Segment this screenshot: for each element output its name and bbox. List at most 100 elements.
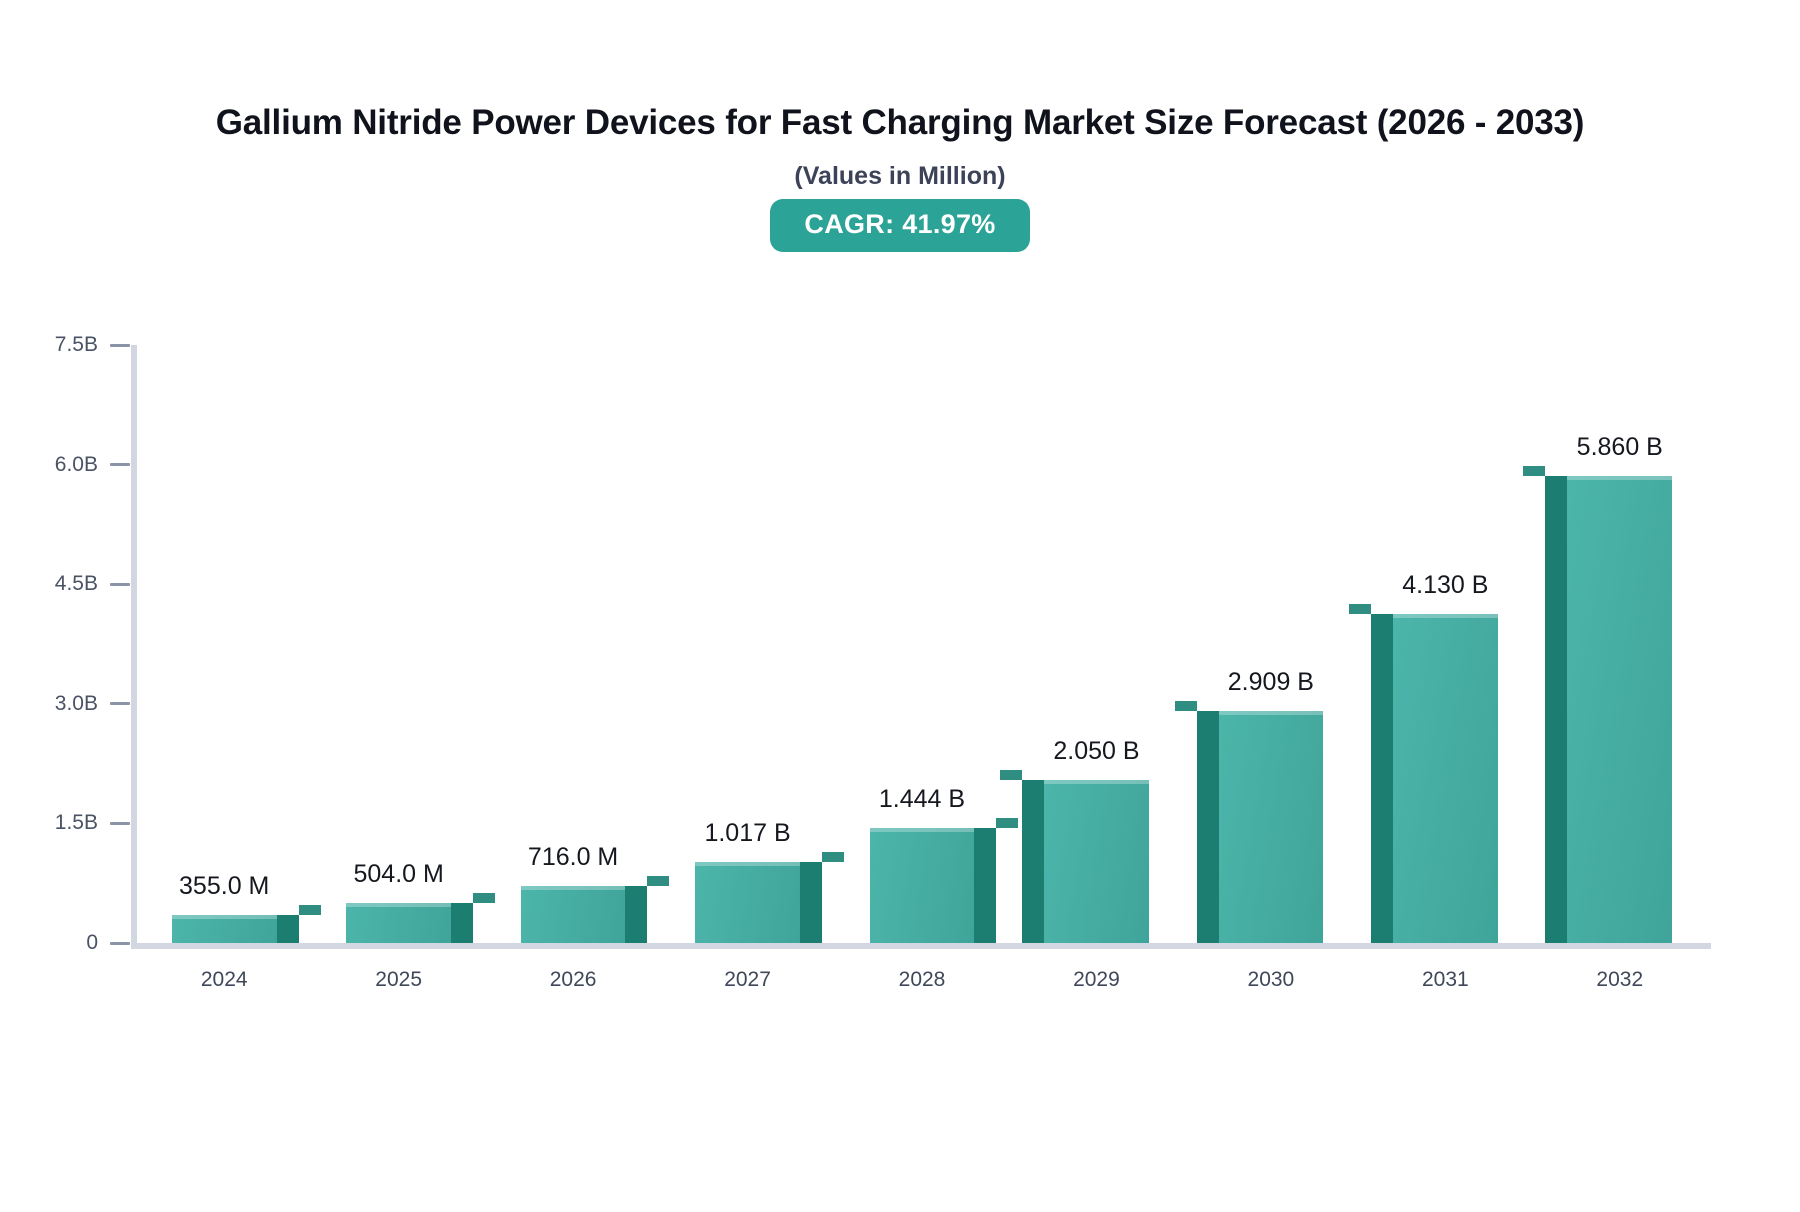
- bar[interactable]: [869, 817, 1019, 943]
- bar-top-highlight: [1044, 779, 1149, 784]
- y-axis-tick-mark: [110, 702, 130, 706]
- bar-slot: 1.444 B: [869, 345, 1019, 943]
- bar-top-highlight: [346, 902, 451, 907]
- y-axis-tick: 4.5B: [0, 572, 130, 596]
- bar-value-label: 1.017 B: [704, 818, 791, 847]
- bar-top-bevel: [1174, 701, 1197, 712]
- bar-side-shade: [450, 892, 495, 943]
- bar-top-highlight: [1567, 475, 1673, 480]
- bar-side-shade: [1349, 603, 1393, 943]
- bar-top-bevel: [1000, 769, 1023, 780]
- bar-side-shade: [799, 851, 844, 943]
- y-axis-tick-label: 4.5B: [54, 572, 98, 596]
- bar-slot: 1.017 B: [695, 345, 844, 943]
- x-axis-tick-label: 2024: [200, 968, 248, 991]
- x-axis-tick-label: 2027: [724, 968, 771, 991]
- y-axis-tick: 1.5B: [0, 811, 130, 835]
- y-axis-tick: 7.5B: [0, 333, 130, 356]
- bar-value-label: 1.444 B: [878, 784, 966, 813]
- y-axis-tick-label: 0: [86, 931, 98, 954]
- y-axis-tick-mark: [110, 463, 130, 467]
- bar-slot: 4.130 B: [1349, 345, 1498, 943]
- bar-face: [520, 885, 626, 943]
- bar-side-shade: [1000, 769, 1045, 943]
- bar-side-shade: [276, 904, 321, 943]
- x-axis-tick-label: 2030: [1247, 968, 1295, 991]
- bar-top-highlight: [520, 885, 626, 890]
- bar-slot: 5.860 B: [1523, 345, 1673, 943]
- bar-slot: 2.050 B: [1000, 345, 1149, 943]
- bar-value-label: 2.909 B: [1227, 668, 1314, 697]
- bar[interactable]: [1174, 701, 1324, 943]
- bar-side-shade: [1523, 465, 1568, 943]
- cagr-badge-container: CAGR: 41.97%: [120, 198, 1680, 253]
- bar-slot: 2.909 B: [1174, 345, 1324, 943]
- bar-side-shade: [974, 817, 1019, 943]
- y-axis-tick: 0: [0, 931, 130, 954]
- bar-top-bevel: [1523, 465, 1546, 476]
- y-axis-tick-label: 3.0B: [54, 691, 98, 715]
- x-axis-tick-label: 2028: [898, 968, 946, 991]
- x-axis-tick-label: 2031: [1421, 968, 1469, 991]
- bar-top-highlight: [869, 827, 975, 832]
- page-title: Gallium Nitride Power Devices for Fast C…: [215, 103, 1585, 142]
- bar-value-label: 5.860 B: [1576, 432, 1663, 461]
- bar-face: [171, 914, 277, 943]
- y-axis-tick: 3.0B: [0, 691, 130, 715]
- bar-side-shade: [625, 875, 670, 943]
- bar-face: [695, 861, 800, 943]
- y-axis-tick-mark: [110, 941, 130, 945]
- x-axis-tick-label: 2032: [1596, 968, 1644, 991]
- bar-value-label: 504.0 M: [353, 859, 444, 888]
- bar-face: [1393, 613, 1498, 943]
- bar-face: [869, 827, 975, 943]
- y-axis-tick-mark: [110, 582, 130, 586]
- x-axis-tick-label: 2029: [1073, 968, 1120, 991]
- x-axis-baseline: [131, 943, 1711, 949]
- y-axis-tick-label: 1.5B: [54, 811, 98, 835]
- bar-value-label: 716.0 M: [527, 842, 619, 871]
- chart-subtitle: (Values in Million): [794, 161, 1006, 190]
- y-axis-tick-mark: [110, 343, 130, 347]
- y-axis-tick: 6.0B: [0, 452, 130, 476]
- bar[interactable]: [346, 892, 495, 943]
- bar-slot: 504.0 M: [346, 345, 495, 943]
- x-axis-tick-label: 2025: [375, 968, 423, 991]
- bar-top-bevel: [298, 904, 321, 915]
- bar[interactable]: [1000, 769, 1149, 943]
- bar-slot: 716.0 M: [520, 345, 670, 943]
- y-axis-tick-mark: [110, 821, 130, 825]
- bar-top-bevel: [821, 851, 844, 862]
- y-axis-spine: [131, 345, 137, 949]
- cagr-badge: CAGR: 41.97%: [770, 198, 1030, 253]
- bar-face: [1567, 475, 1673, 943]
- bar-face: [346, 902, 451, 943]
- bar-top-bevel: [1349, 603, 1371, 614]
- bar-face: [1218, 711, 1324, 943]
- bar-top-bevel: [647, 875, 670, 886]
- bar-top-highlight: [1393, 613, 1498, 618]
- bar-top-bevel: [472, 892, 495, 903]
- bar-slot: 355.0 M: [171, 345, 321, 943]
- bar-value-label: 2.050 B: [1053, 736, 1140, 765]
- bar-value-label: 4.130 B: [1402, 570, 1489, 599]
- y-axis-tick-label: 6.0B: [54, 452, 98, 476]
- bar-top-highlight: [171, 914, 277, 919]
- bar-top-bevel: [996, 817, 1019, 828]
- chart-header: Gallium Nitride Power Devices for Fast C…: [120, 100, 1680, 253]
- bar[interactable]: [171, 904, 321, 943]
- bar[interactable]: [520, 875, 670, 943]
- y-axis-tick-label: 7.5B: [54, 333, 98, 356]
- bar-side-shade: [1174, 701, 1219, 943]
- bar-series: 355.0 M 504.0 M 716.0 M 1.017 B 1.444 B 2.050…: [137, 345, 1707, 943]
- bar[interactable]: [695, 851, 844, 943]
- bar-top-highlight: [1218, 711, 1324, 716]
- bar-value-label: 355.0 M: [179, 871, 270, 900]
- bar[interactable]: [1523, 465, 1673, 943]
- bar-face: [1044, 779, 1149, 943]
- bar[interactable]: [1349, 603, 1498, 943]
- bar-top-highlight: [695, 861, 800, 866]
- x-axis-tick-label: 2026: [549, 968, 597, 991]
